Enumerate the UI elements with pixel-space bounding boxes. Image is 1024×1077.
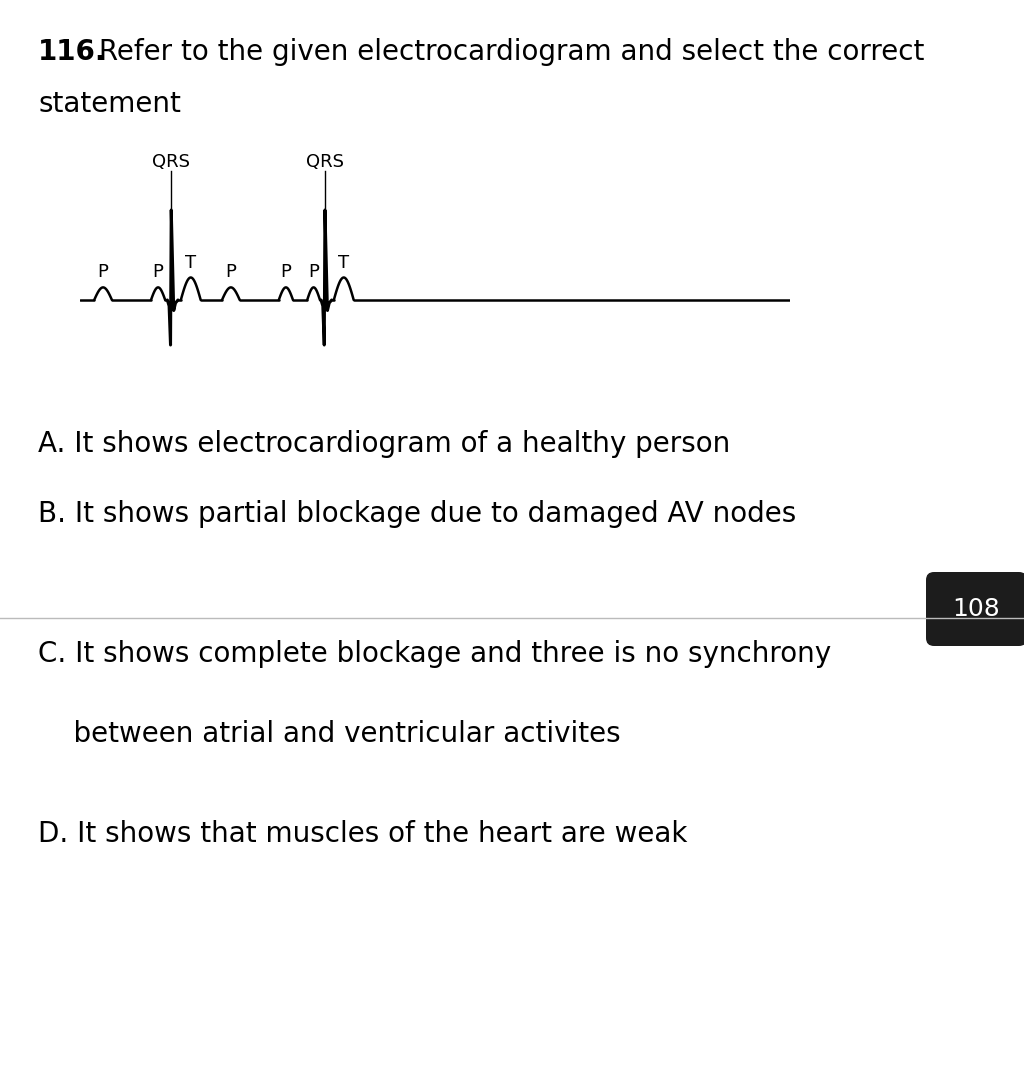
Text: A. It shows electrocardiogram of a healthy person: A. It shows electrocardiogram of a healt…: [38, 430, 730, 458]
Text: C. It shows complete blockage and three is no synchrony: C. It shows complete blockage and three …: [38, 640, 831, 668]
Text: QRS: QRS: [306, 153, 344, 171]
Text: T: T: [338, 253, 349, 271]
Text: T: T: [185, 253, 197, 271]
Text: QRS: QRS: [153, 153, 190, 171]
Text: 108: 108: [952, 597, 1000, 621]
FancyBboxPatch shape: [926, 572, 1024, 646]
Text: Refer to the given electrocardiogram and select the correct: Refer to the given electrocardiogram and…: [90, 38, 925, 66]
Text: P: P: [225, 264, 237, 281]
Text: statement: statement: [38, 90, 181, 118]
Text: P: P: [281, 264, 292, 281]
Text: between atrial and ventricular activites: between atrial and ventricular activites: [38, 721, 621, 749]
Text: P: P: [97, 264, 109, 281]
Text: P: P: [153, 264, 164, 281]
Text: 116.: 116.: [38, 38, 106, 66]
Text: P: P: [308, 264, 319, 281]
Text: D. It shows that muscles of the heart are weak: D. It shows that muscles of the heart ar…: [38, 820, 687, 848]
Text: B. It shows partial blockage due to damaged AV nodes: B. It shows partial blockage due to dama…: [38, 500, 797, 528]
